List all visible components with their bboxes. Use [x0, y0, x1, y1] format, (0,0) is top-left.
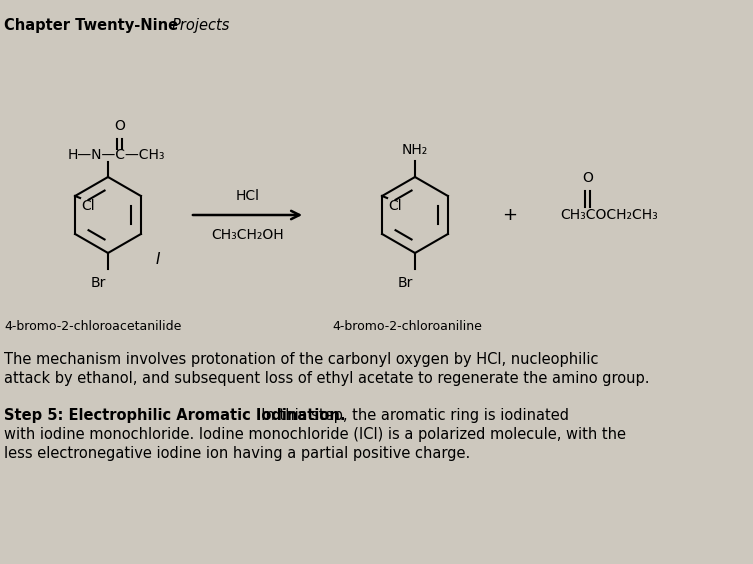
Text: less electronegative iodine ion having a partial positive charge.: less electronegative iodine ion having a…	[4, 446, 471, 461]
Text: Chapter Twenty-Nine: Chapter Twenty-Nine	[4, 18, 178, 33]
Text: 4-bromo-2-chloroacetanilide: 4-bromo-2-chloroacetanilide	[4, 320, 181, 333]
Text: HCl: HCl	[236, 189, 260, 203]
Text: O: O	[114, 119, 126, 133]
Text: NH₂: NH₂	[402, 143, 428, 157]
Text: H—N—C—CH₃: H—N—C—CH₃	[68, 148, 166, 162]
Text: Br: Br	[398, 276, 413, 290]
Text: CH₃COCH₂CH₃: CH₃COCH₂CH₃	[560, 208, 658, 222]
Text: +: +	[502, 206, 517, 224]
Text: O: O	[583, 171, 593, 185]
Text: attack by ethanol, and subsequent loss of ethyl acetate to regenerate the amino : attack by ethanol, and subsequent loss o…	[4, 371, 650, 386]
Text: Step 5: Electrophilic Aromatic Iodination.: Step 5: Electrophilic Aromatic Iodinatio…	[4, 408, 346, 423]
Text: CH₃CH₂OH: CH₃CH₂OH	[211, 228, 284, 242]
Text: The mechanism involves protonation of the carbonyl oxygen by HCl, nucleophilic: The mechanism involves protonation of th…	[4, 352, 599, 367]
Text: with iodine monochloride. Iodine monochloride (ICl) is a polarized molecule, wit: with iodine monochloride. Iodine monochl…	[4, 427, 626, 442]
Text: Br: Br	[90, 276, 105, 290]
Text: Projects: Projects	[172, 18, 230, 33]
Text: I: I	[156, 253, 160, 267]
Text: Cl: Cl	[81, 199, 95, 213]
Text: Cl: Cl	[388, 199, 401, 213]
Text: 4-bromo-2-chloroaniline: 4-bromo-2-chloroaniline	[332, 320, 482, 333]
Text: In this step, the aromatic ring is iodinated: In this step, the aromatic ring is iodin…	[252, 408, 569, 423]
